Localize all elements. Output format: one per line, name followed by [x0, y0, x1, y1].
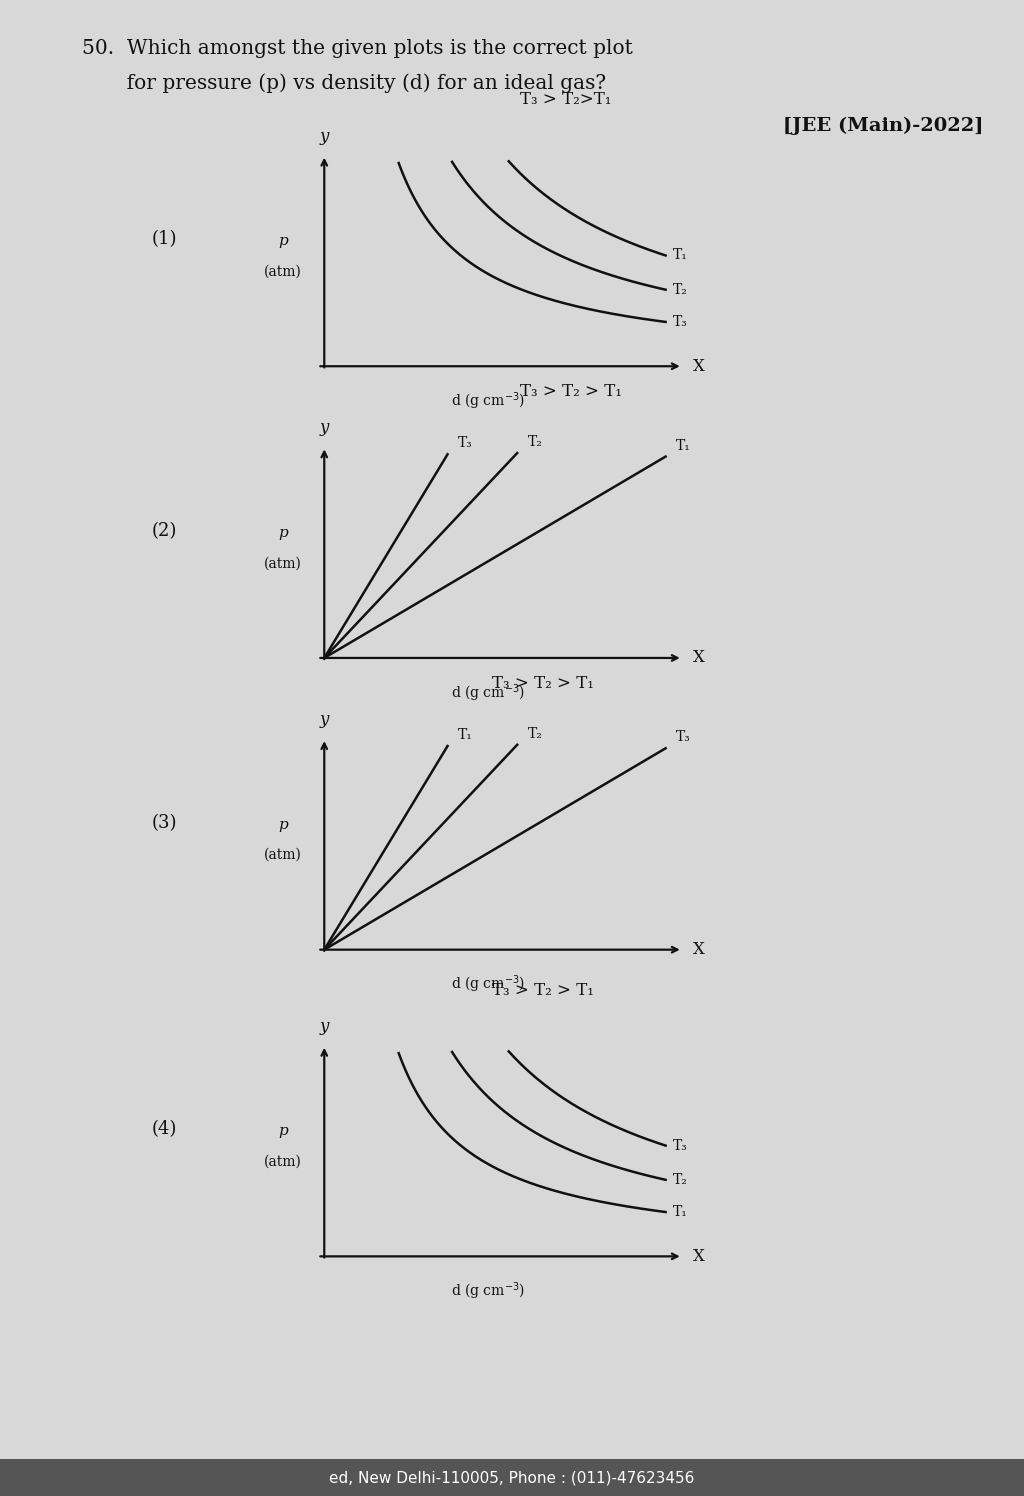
Text: T₃: T₃ — [676, 730, 690, 744]
Text: y: y — [319, 419, 329, 437]
Text: T₂: T₂ — [673, 1173, 687, 1186]
Text: 50.  Which amongst the given plots is the correct plot: 50. Which amongst the given plots is the… — [82, 39, 633, 58]
Text: X: X — [693, 358, 705, 374]
Text: (1): (1) — [152, 230, 177, 248]
Text: T₃ > T₂ > T₁: T₃ > T₂ > T₁ — [492, 981, 593, 999]
Text: T₃ > T₂ > T₁: T₃ > T₂ > T₁ — [492, 675, 593, 691]
Text: p: p — [279, 1125, 288, 1138]
Text: d (g cm$^{-3}$): d (g cm$^{-3}$) — [452, 1281, 525, 1302]
Text: T₁: T₁ — [673, 248, 687, 262]
Text: y: y — [319, 1017, 329, 1035]
Text: T₂: T₂ — [673, 283, 687, 296]
Text: X: X — [693, 1248, 705, 1264]
Text: d (g cm$^{-3}$): d (g cm$^{-3}$) — [452, 974, 525, 995]
Text: (3): (3) — [152, 814, 177, 832]
Text: p: p — [279, 818, 288, 832]
Text: T₃: T₃ — [673, 316, 687, 329]
Text: T₃ > T₂ > T₁: T₃ > T₂ > T₁ — [520, 383, 622, 399]
Bar — [0, 1459, 1024, 1496]
Text: (atm): (atm) — [264, 557, 302, 570]
Text: y: y — [319, 127, 329, 145]
Text: T₃: T₃ — [458, 437, 472, 450]
Text: p: p — [279, 235, 288, 248]
Text: T₁: T₁ — [458, 729, 472, 742]
Text: T₂: T₂ — [527, 435, 543, 449]
Text: (4): (4) — [152, 1121, 177, 1138]
Text: T₂: T₂ — [527, 727, 543, 741]
Text: [JEE (Main)-2022]: [JEE (Main)-2022] — [782, 117, 983, 135]
Text: X: X — [693, 649, 705, 666]
Text: T₃ > T₂>T₁: T₃ > T₂>T₁ — [520, 91, 611, 109]
Text: T₃: T₃ — [673, 1138, 687, 1152]
Text: X: X — [693, 941, 705, 957]
Text: ed, New Delhi-110005, Phone : (011)-47623456: ed, New Delhi-110005, Phone : (011)-4762… — [330, 1471, 694, 1486]
Text: d (g cm$^{-3}$): d (g cm$^{-3}$) — [452, 682, 525, 703]
Text: T₁: T₁ — [673, 1206, 687, 1219]
Text: T₁: T₁ — [676, 438, 690, 452]
Text: (atm): (atm) — [264, 1155, 302, 1168]
Text: y: y — [319, 711, 329, 729]
Text: (atm): (atm) — [264, 265, 302, 278]
Text: d (g cm$^{-3}$): d (g cm$^{-3}$) — [452, 390, 525, 411]
Text: p: p — [279, 527, 288, 540]
Text: (2): (2) — [152, 522, 177, 540]
Text: (atm): (atm) — [264, 848, 302, 862]
Text: for pressure (p) vs density (d) for an ideal gas?: for pressure (p) vs density (d) for an i… — [82, 73, 606, 93]
